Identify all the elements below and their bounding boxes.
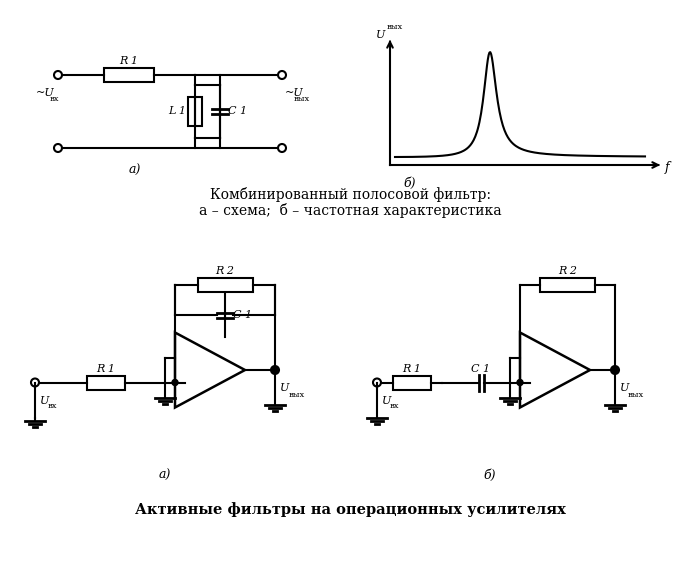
Circle shape <box>611 366 619 374</box>
Text: а): а) <box>129 163 141 176</box>
Text: вых: вых <box>289 391 305 399</box>
Circle shape <box>517 380 523 385</box>
Bar <box>87 376 125 389</box>
Bar <box>104 68 153 82</box>
Text: U: U <box>280 383 289 393</box>
Text: U: U <box>382 396 391 406</box>
Text: Активные фильтры на операционных усилителях: Активные фильтры на операционных усилите… <box>134 502 566 518</box>
Text: вых: вых <box>387 23 403 31</box>
Text: R 1: R 1 <box>119 56 138 66</box>
Text: C 1: C 1 <box>471 363 491 373</box>
Text: б): б) <box>484 468 496 481</box>
Text: U: U <box>620 383 629 393</box>
Circle shape <box>271 366 279 374</box>
Text: а – схема;  б – частотная характеристика: а – схема; б – частотная характеристика <box>199 202 501 218</box>
Bar <box>393 376 430 389</box>
Text: ~U: ~U <box>36 88 55 98</box>
Text: Комбинированный полосовой фильтр:: Комбинированный полосовой фильтр: <box>209 188 491 202</box>
Text: C 1: C 1 <box>228 106 247 116</box>
Text: вых: вых <box>628 391 644 399</box>
Circle shape <box>278 71 286 79</box>
Text: R 2: R 2 <box>216 266 234 276</box>
Circle shape <box>54 144 62 152</box>
Circle shape <box>612 367 618 373</box>
Text: б): б) <box>404 176 416 189</box>
Text: U: U <box>40 396 50 406</box>
Circle shape <box>172 380 178 385</box>
Text: вх: вх <box>390 402 400 411</box>
Text: U: U <box>376 30 385 40</box>
Text: C 1: C 1 <box>233 310 252 320</box>
Text: L 1: L 1 <box>168 106 186 116</box>
Text: R 2: R 2 <box>558 266 577 276</box>
Text: ~U: ~U <box>285 88 304 98</box>
Text: а): а) <box>159 468 172 481</box>
Bar <box>197 278 253 292</box>
Circle shape <box>31 379 39 386</box>
Circle shape <box>278 144 286 152</box>
Bar <box>188 97 202 126</box>
Text: вых: вых <box>294 95 310 103</box>
Text: вх: вх <box>48 402 57 411</box>
Text: вх: вх <box>50 95 59 103</box>
Circle shape <box>373 379 381 386</box>
Text: R 1: R 1 <box>402 363 421 373</box>
Text: R 1: R 1 <box>97 363 116 373</box>
Text: f: f <box>665 160 669 173</box>
Bar <box>540 278 595 292</box>
Circle shape <box>272 367 278 373</box>
Circle shape <box>54 71 62 79</box>
